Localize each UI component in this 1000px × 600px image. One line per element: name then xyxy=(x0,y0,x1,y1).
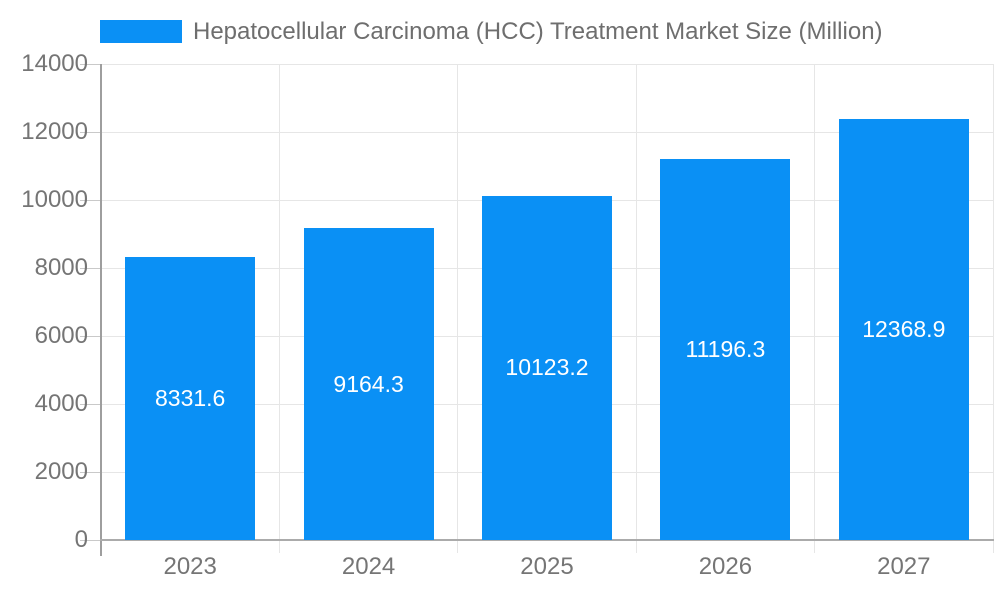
x-gridline xyxy=(457,64,459,553)
y-axis-label: 14000 xyxy=(21,50,88,77)
legend-swatch xyxy=(100,20,182,43)
x-axis-label: 2026 xyxy=(698,553,753,580)
y-axis-line xyxy=(100,64,102,556)
x-axis-line xyxy=(100,539,994,541)
y-tick xyxy=(80,63,101,65)
y-gridline xyxy=(101,63,993,65)
bar-value-label: 10123.2 xyxy=(505,354,589,381)
x-gridline xyxy=(992,64,994,553)
y-tick xyxy=(80,471,101,473)
x-axis-label: 2024 xyxy=(341,553,396,580)
y-axis-label: 12000 xyxy=(21,118,88,145)
x-gridline xyxy=(278,64,280,553)
y-axis-label: 6000 xyxy=(34,322,88,349)
bar[interactable]: 12368.9 xyxy=(838,119,969,540)
x-gridline xyxy=(635,64,637,553)
bar[interactable]: 9164.3 xyxy=(303,228,434,540)
bar[interactable]: 10123.2 xyxy=(482,195,612,540)
bar[interactable]: 8331.6 xyxy=(125,256,256,540)
x-axis-label: 2023 xyxy=(163,553,217,580)
y-tick xyxy=(80,335,101,337)
y-tick xyxy=(80,539,101,541)
bar-value-label: 12368.9 xyxy=(862,316,946,343)
bar[interactable]: 11196.3 xyxy=(660,159,791,540)
y-tick xyxy=(80,267,101,269)
bar-value-label: 8331.6 xyxy=(155,384,226,411)
bar-value-label: 11196.3 xyxy=(685,336,766,363)
x-gridline xyxy=(814,64,816,553)
y-axis-label: 4000 xyxy=(34,390,88,417)
y-axis-label: 0 xyxy=(74,526,88,553)
x-axis-label: 2027 xyxy=(877,553,931,580)
x-axis-label: 2025 xyxy=(520,553,574,580)
y-axis-label: 10000 xyxy=(21,186,88,213)
y-tick xyxy=(80,403,101,405)
y-tick xyxy=(80,199,101,201)
chart-title: Hepatocellular Carcinoma (HCC) Treatment… xyxy=(193,18,883,45)
y-axis-label: 8000 xyxy=(34,254,88,281)
bar-value-label: 9164.3 xyxy=(333,370,404,397)
y-tick xyxy=(80,131,101,133)
y-gridline xyxy=(101,131,993,133)
y-axis-label: 2000 xyxy=(34,458,88,485)
